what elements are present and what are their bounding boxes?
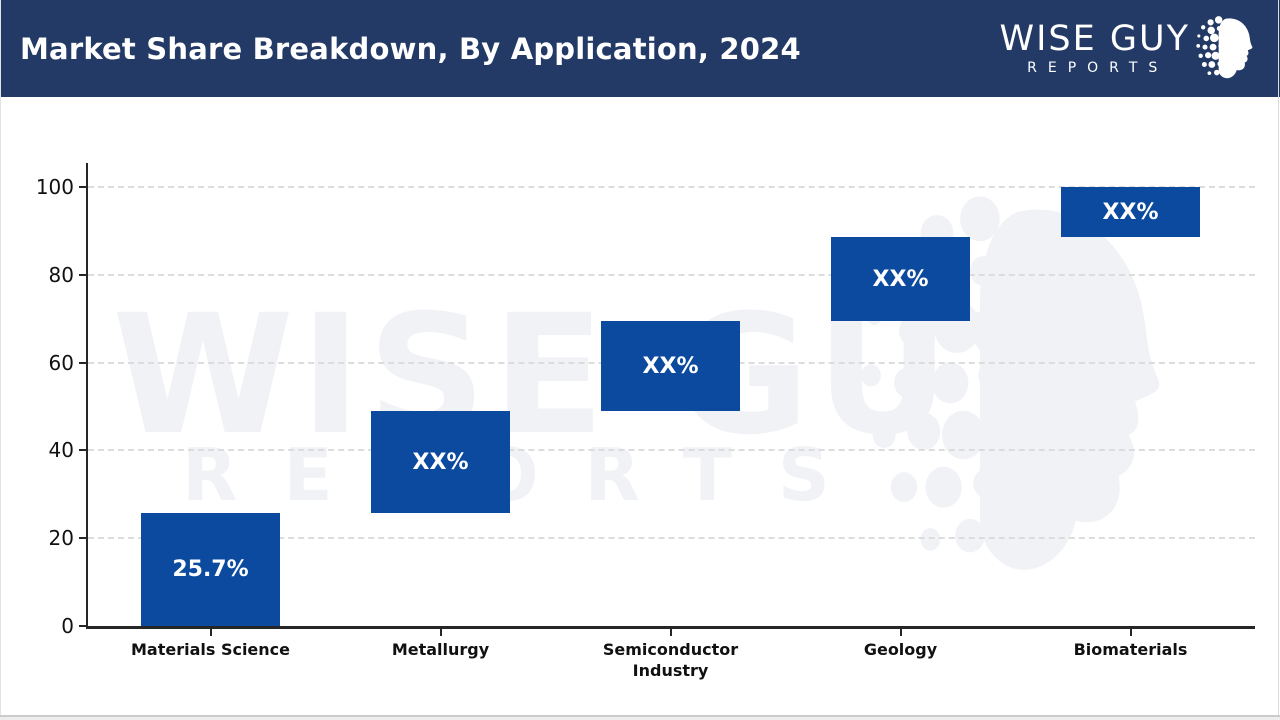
frame-bottom-edge	[0, 715, 1280, 717]
y-axis-tick-label: 80	[48, 262, 74, 287]
x-axis-category-label: Semiconductor Industry	[602, 640, 739, 680]
frame-bottom-strip	[0, 717, 1280, 720]
x-axis-tick-mark	[209, 628, 212, 636]
brand-logo-text: WISE GUY REPORTS	[999, 21, 1190, 76]
y-axis-tick-label: 20	[48, 526, 74, 551]
bar-biomaterials: XX%	[1061, 187, 1200, 238]
x-axis-tick-mark	[669, 628, 672, 636]
y-axis-line	[86, 163, 88, 628]
gridline-80	[88, 273, 1255, 276]
x-axis-category-label: Biomaterials	[1073, 640, 1188, 659]
y-axis-tick-label: 0	[61, 614, 74, 638]
page-title: Market Share Breakdown, By Application, …	[20, 31, 801, 66]
bar-value-label: XX%	[642, 353, 699, 379]
x-axis-category-label: Geology	[863, 640, 938, 659]
x-axis-line	[86, 626, 1255, 629]
y-axis-tick-mark	[79, 449, 88, 452]
bar-materials-science: 25.7%	[141, 513, 280, 626]
gridline-100	[88, 186, 1255, 188]
bar-metallurgy: XX%	[371, 411, 510, 514]
gridline-40	[88, 449, 1255, 452]
bar-value-label: XX%	[1102, 199, 1159, 225]
bar-geology: XX%	[831, 237, 970, 322]
brand-name: WISE GUY	[999, 19, 1190, 60]
y-axis-tick-label: 100	[35, 175, 74, 199]
frame-left-edge	[0, 0, 1, 720]
y-axis-tick-mark	[79, 273, 88, 276]
bar-value-label: XX%	[412, 449, 469, 475]
y-axis-tick-mark	[79, 537, 88, 540]
y-axis-tick-label: 40	[48, 438, 74, 463]
frame-right-edge	[1278, 0, 1279, 720]
x-axis-tick-mark	[439, 628, 442, 636]
brand-subname: REPORTS	[1027, 59, 1169, 76]
x-axis-tick-mark	[1129, 628, 1132, 636]
chart-canvas: WISE GUY REPORTS 0 20 40 60 80 100 25.7% Materi…	[0, 97, 1280, 720]
bar-value-label: 25.7%	[172, 557, 249, 583]
x-axis-tick-mark	[899, 628, 902, 636]
x-axis-category-label: Metallurgy	[391, 640, 490, 659]
x-axis-category-label: Materials Science	[130, 640, 291, 659]
y-axis-tick-mark	[79, 186, 88, 188]
bar-value-label: XX%	[872, 266, 929, 292]
y-axis-tick-mark	[79, 361, 88, 364]
bar-semiconductor-industry: XX%	[601, 321, 740, 412]
gridline-20	[88, 537, 1255, 540]
dotted-face-profile-icon	[1192, 6, 1254, 92]
y-axis-tick-mark	[79, 625, 88, 627]
y-axis-tick-label: 60	[48, 350, 74, 375]
header-band: Market Share Breakdown, By Application, …	[0, 0, 1280, 97]
brand-logo: WISE GUY REPORTS	[999, 6, 1254, 92]
